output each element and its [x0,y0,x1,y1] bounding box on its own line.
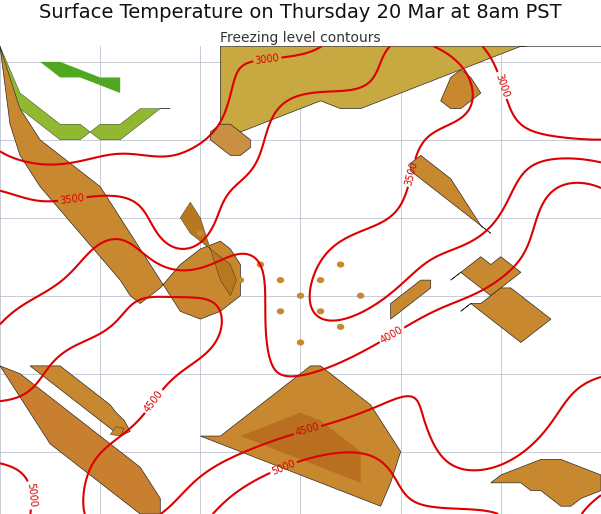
Circle shape [197,231,203,236]
Polygon shape [180,202,236,296]
Polygon shape [451,256,521,296]
Circle shape [338,324,344,329]
Polygon shape [0,366,160,514]
Text: 4500: 4500 [294,422,321,438]
Polygon shape [30,366,130,436]
Text: 3000: 3000 [493,72,511,99]
Text: 3000: 3000 [255,52,280,66]
Circle shape [297,293,304,298]
Text: 5000: 5000 [25,483,37,508]
Circle shape [317,278,323,283]
Text: 5000: 5000 [270,458,297,476]
Polygon shape [110,427,124,436]
Circle shape [317,309,323,314]
Polygon shape [221,45,601,140]
Circle shape [358,293,364,298]
Text: 4500: 4500 [142,389,165,414]
Circle shape [237,278,243,283]
Circle shape [338,262,344,267]
Text: Surface Temperature on Thursday 20 Mar at 8am PST: Surface Temperature on Thursday 20 Mar a… [39,4,562,23]
Text: 3500: 3500 [59,193,85,206]
Circle shape [297,340,304,345]
Polygon shape [0,46,120,93]
Polygon shape [200,366,401,506]
Text: 3500: 3500 [404,160,419,186]
Polygon shape [240,413,361,483]
Circle shape [257,262,263,267]
Circle shape [218,247,224,251]
Polygon shape [0,46,170,140]
Polygon shape [441,69,481,108]
Polygon shape [210,124,251,155]
Text: 4000: 4000 [379,324,405,345]
Circle shape [278,278,284,283]
Polygon shape [461,288,551,342]
Polygon shape [391,280,431,319]
Polygon shape [491,460,601,506]
Polygon shape [410,155,491,233]
Text: Freezing level contours: Freezing level contours [220,31,381,45]
Circle shape [278,309,284,314]
Polygon shape [0,46,240,319]
